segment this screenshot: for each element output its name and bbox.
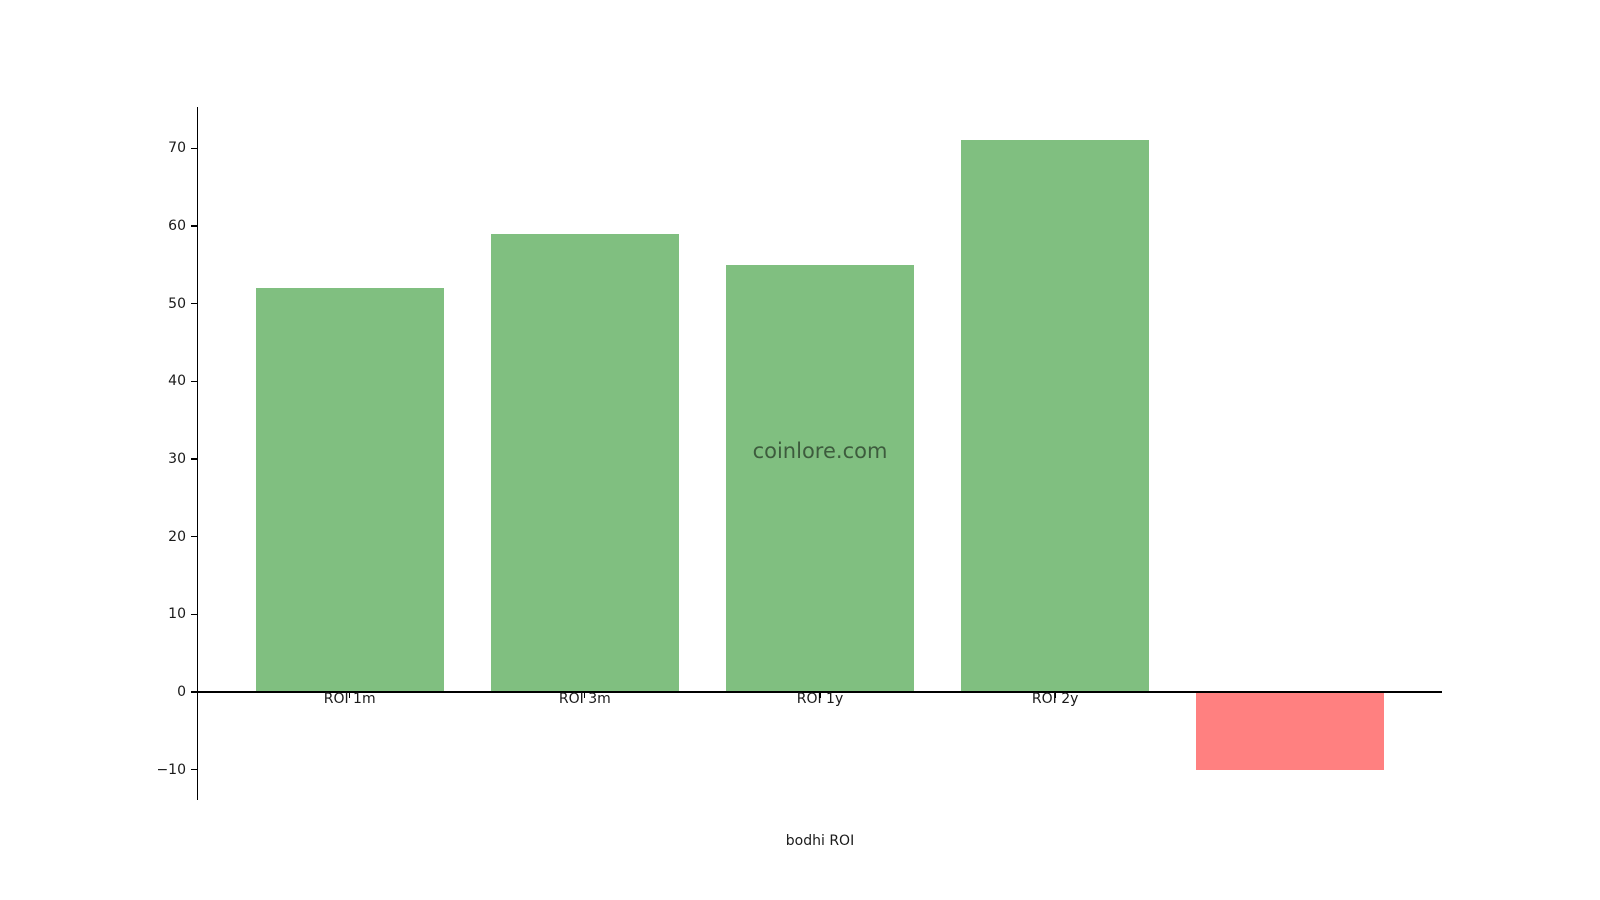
y-tick-label: 40	[168, 373, 186, 390]
y-tick-mark	[191, 147, 198, 149]
x-tick-mark	[584, 692, 586, 698]
x-tick-mark	[349, 692, 351, 698]
bar-roi-1m	[255, 288, 444, 692]
y-tick-label: 50	[168, 295, 186, 312]
y-axis-spine	[196, 107, 198, 800]
y-tick-label: 30	[168, 450, 186, 467]
bar-roi-2y	[961, 140, 1150, 692]
y-tick-label: 10	[168, 606, 186, 623]
y-tick-label: −10	[156, 761, 186, 778]
bar-unlabeled-4	[1196, 692, 1385, 770]
x-tick-label: ROI 1m	[323, 691, 376, 707]
x-tick-label: ROI 1y	[796, 691, 844, 707]
y-tick-mark	[191, 691, 198, 693]
y-tick-mark	[191, 302, 198, 305]
y-tick-mark	[191, 225, 198, 227]
bar-roi-3m	[490, 233, 679, 692]
watermark: coinlore.com	[752, 439, 888, 463]
y-tick-mark	[191, 380, 198, 382]
x-tick-mark	[819, 692, 821, 698]
y-tick-mark	[191, 769, 198, 771]
y-tick-label: 70	[168, 140, 186, 157]
x-tick-label: ROI 3m	[558, 691, 611, 707]
x-tick-label: ROI 2y	[1031, 691, 1079, 707]
x-axis-title: bodhi ROI	[785, 833, 855, 849]
y-tick-label: 20	[168, 528, 186, 545]
x-tick-mark	[1054, 692, 1056, 698]
y-tick-mark	[191, 613, 198, 615]
y-tick-mark	[191, 458, 198, 460]
y-tick-label: 0	[177, 684, 186, 700]
y-tick-label: 60	[168, 217, 186, 234]
bar-roi-1y	[725, 264, 915, 692]
y-tick-mark	[191, 535, 198, 538]
